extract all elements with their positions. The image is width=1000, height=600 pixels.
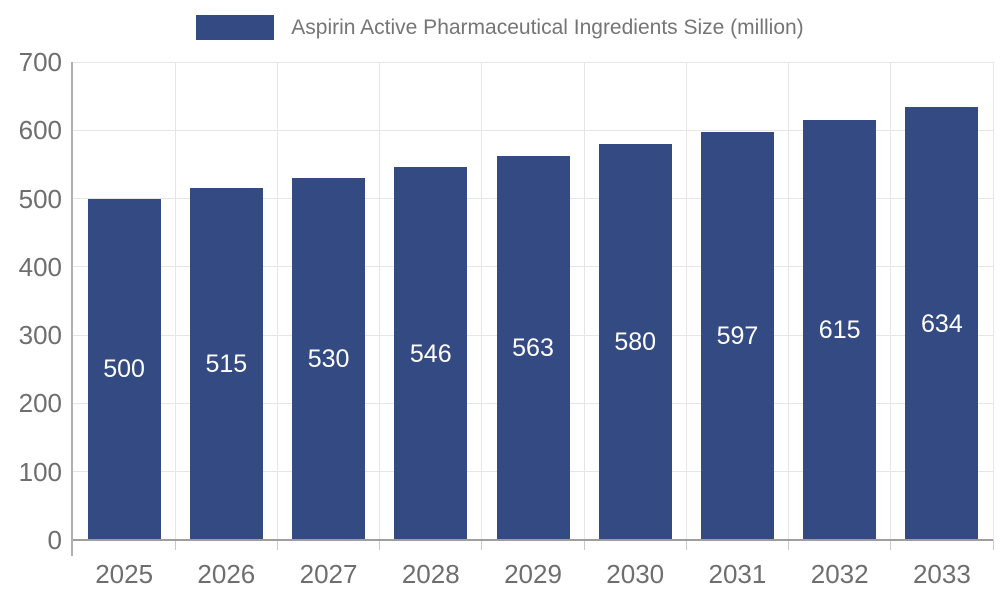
x-tick-label: 2029 xyxy=(504,559,562,589)
v-gridline xyxy=(788,62,790,540)
bar[interactable] xyxy=(87,198,161,540)
bar-value-label: 546 xyxy=(409,339,452,368)
x-axis-tick xyxy=(890,540,892,550)
h-gridline xyxy=(73,129,993,131)
bar[interactable] xyxy=(496,155,570,540)
bar-value-label: 563 xyxy=(512,333,554,362)
v-gridline xyxy=(174,62,176,540)
v-gridline xyxy=(583,62,585,540)
bar-value-label: 615 xyxy=(818,316,861,345)
x-axis-tick xyxy=(174,540,176,550)
bar[interactable] xyxy=(598,143,672,540)
x-tick-label: 2028 xyxy=(401,559,460,589)
x-axis-tick xyxy=(992,540,994,550)
x-axis-line xyxy=(71,539,993,541)
bar-value-label: 530 xyxy=(307,345,350,374)
bar-value-label: 580 xyxy=(614,327,657,356)
v-gridline xyxy=(890,62,892,540)
x-tick-label: 2025 xyxy=(95,559,154,589)
x-axis-tick xyxy=(788,540,790,550)
v-gridline xyxy=(685,62,687,540)
x-tick-label: 2031 xyxy=(708,559,767,589)
bar[interactable] xyxy=(394,167,468,540)
bar[interactable] xyxy=(905,107,979,540)
v-gridline xyxy=(992,62,994,540)
bar-value-label: 634 xyxy=(921,309,963,338)
x-axis-tick xyxy=(583,540,585,550)
x-axis-tick xyxy=(379,540,381,550)
y-tick-label: 200 xyxy=(18,388,62,419)
legend-label: Aspirin Active Pharmaceutical Ingredient… xyxy=(291,16,804,39)
y-tick-label: 600 xyxy=(18,115,62,146)
h-gridline xyxy=(73,61,993,63)
bar[interactable] xyxy=(292,178,366,540)
bar-value-label: 500 xyxy=(103,355,145,384)
legend-swatch xyxy=(196,15,275,40)
bar-value-label: 597 xyxy=(716,322,759,351)
bar[interactable] xyxy=(189,188,263,540)
x-tick-label: 2027 xyxy=(299,559,358,589)
v-gridline xyxy=(481,62,483,540)
x-tick-label: 2033 xyxy=(912,559,971,589)
bar[interactable] xyxy=(803,120,877,540)
v-gridline xyxy=(379,62,381,540)
y-tick-label: 100 xyxy=(18,456,62,487)
y-tick-label: 700 xyxy=(18,47,62,77)
y-axis-line xyxy=(71,62,73,556)
y-tick-label: 400 xyxy=(18,251,62,282)
legend-item[interactable]: Aspirin Active Pharmaceutical Ingredient… xyxy=(0,15,1000,40)
bar[interactable] xyxy=(700,132,774,540)
y-tick-label: 0 xyxy=(47,525,62,555)
bar-value-label: 515 xyxy=(205,350,248,379)
x-axis-tick xyxy=(276,540,278,550)
x-axis-tick xyxy=(685,540,687,550)
x-tick-label: 2032 xyxy=(810,559,869,589)
x-tick-label: 2026 xyxy=(197,559,256,589)
x-axis-tick xyxy=(481,540,483,550)
y-tick-label: 500 xyxy=(18,183,62,214)
y-tick-label: 300 xyxy=(18,320,62,351)
x-tick-label: 2030 xyxy=(606,559,665,589)
v-gridline xyxy=(276,62,278,540)
